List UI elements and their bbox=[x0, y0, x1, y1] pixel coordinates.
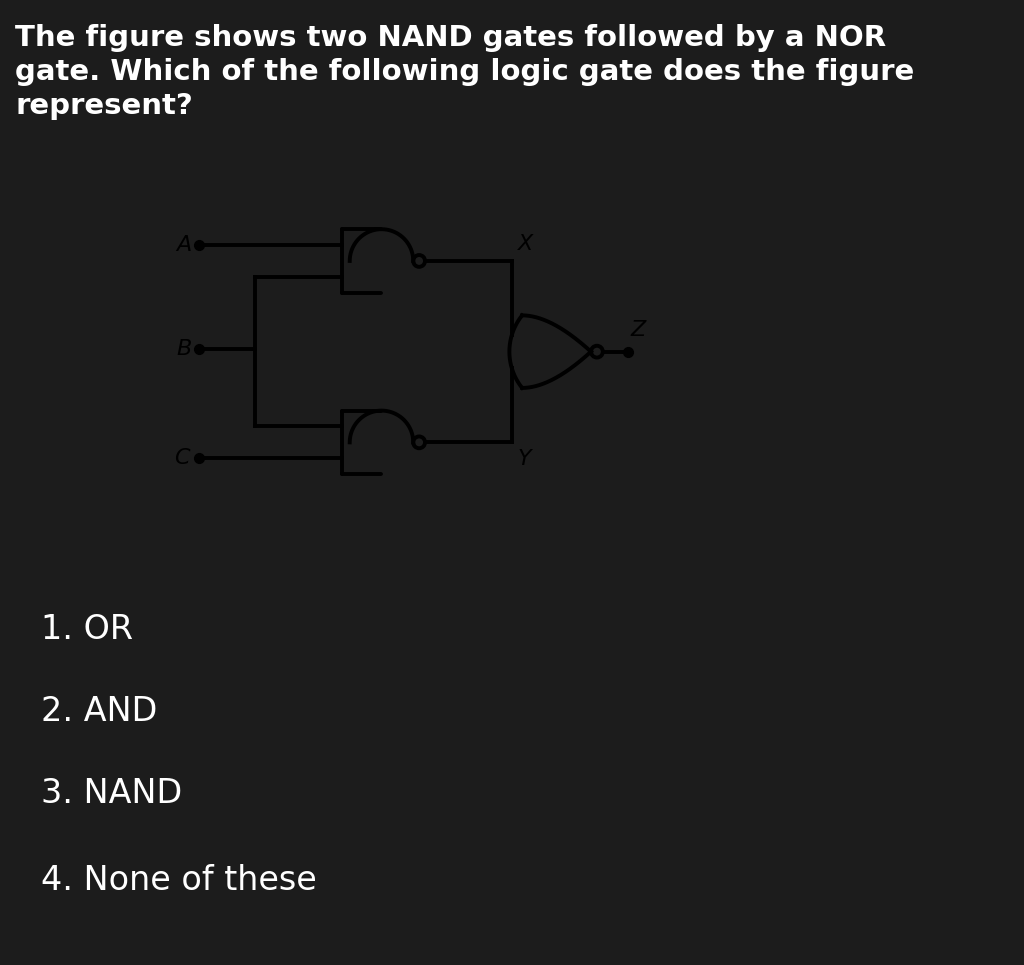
Text: $C$: $C$ bbox=[174, 448, 191, 468]
Text: $Z$: $Z$ bbox=[630, 320, 648, 341]
Text: represent?: represent? bbox=[15, 92, 194, 120]
Text: 1. OR: 1. OR bbox=[41, 613, 133, 646]
Text: $B$: $B$ bbox=[176, 340, 191, 359]
Text: 4. None of these: 4. None of these bbox=[41, 864, 316, 896]
Text: $X$: $X$ bbox=[517, 234, 536, 254]
Text: $A$: $A$ bbox=[175, 235, 191, 255]
Text: gate. Which of the following logic gate does the figure: gate. Which of the following logic gate … bbox=[15, 58, 914, 86]
Text: $Y$: $Y$ bbox=[517, 449, 535, 469]
Text: 2. AND: 2. AND bbox=[41, 695, 158, 728]
Text: 3. NAND: 3. NAND bbox=[41, 777, 182, 810]
Text: The figure shows two NAND gates followed by a NOR: The figure shows two NAND gates followed… bbox=[15, 24, 887, 52]
